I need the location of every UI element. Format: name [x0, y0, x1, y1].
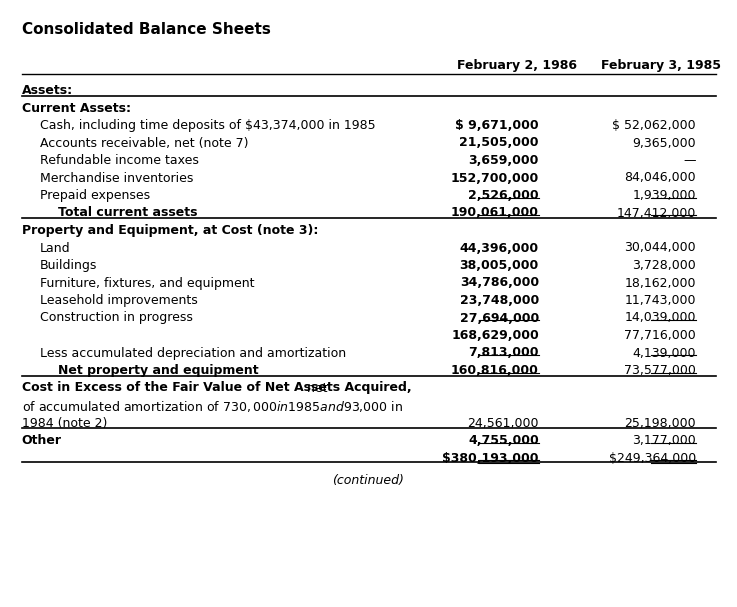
Text: 73,577,000: 73,577,000 — [624, 364, 696, 377]
Text: Cash, including time deposits of $43,374,000 in 1985: Cash, including time deposits of $43,374… — [40, 119, 375, 132]
Text: 3,177,000: 3,177,000 — [632, 434, 696, 447]
Text: 44,396,000: 44,396,000 — [460, 242, 539, 254]
Text: 9,365,000: 9,365,000 — [632, 137, 696, 149]
Text: Merchandise inventories: Merchandise inventories — [40, 172, 193, 185]
Text: 152,700,000: 152,700,000 — [450, 172, 539, 185]
Text: 84,046,000: 84,046,000 — [624, 172, 696, 185]
Text: 147,412,000: 147,412,000 — [617, 206, 696, 220]
Text: 3,728,000: 3,728,000 — [632, 259, 696, 272]
Text: 11,743,000: 11,743,000 — [624, 294, 696, 307]
Text: 168,629,000: 168,629,000 — [451, 329, 539, 342]
Text: 14,039,000: 14,039,000 — [624, 311, 696, 325]
Text: Construction in progress: Construction in progress — [40, 311, 192, 325]
Text: 1,939,000: 1,939,000 — [632, 189, 696, 202]
Text: 160,816,000: 160,816,000 — [451, 364, 539, 377]
Text: 1984 (note 2): 1984 (note 2) — [22, 416, 108, 430]
Text: 4,139,000: 4,139,000 — [632, 347, 696, 359]
Text: $249,364,000: $249,364,000 — [609, 452, 696, 464]
Text: Refundable income taxes: Refundable income taxes — [40, 154, 199, 167]
Text: Prepaid expenses: Prepaid expenses — [40, 189, 150, 202]
Text: Assets:: Assets: — [22, 84, 73, 97]
Text: 27,694,000: 27,694,000 — [460, 311, 539, 325]
Text: 3,659,000: 3,659,000 — [469, 154, 539, 167]
Text: 30,044,000: 30,044,000 — [624, 242, 696, 254]
Text: Cost in Excess of the Fair Value of Net Assets Acquired,: Cost in Excess of the Fair Value of Net … — [22, 382, 411, 395]
Text: 34,786,000: 34,786,000 — [460, 277, 539, 290]
Text: net: net — [303, 382, 327, 395]
Text: Property and Equipment, at Cost (note 3):: Property and Equipment, at Cost (note 3)… — [22, 224, 318, 237]
Text: 190,061,000: 190,061,000 — [451, 206, 539, 220]
Text: 2,526,000: 2,526,000 — [468, 189, 539, 202]
Text: Furniture, fixtures, and equipment: Furniture, fixtures, and equipment — [40, 277, 254, 290]
Text: $ 52,062,000: $ 52,062,000 — [612, 119, 696, 132]
Text: 21,505,000: 21,505,000 — [459, 137, 539, 149]
Text: —: — — [683, 154, 696, 167]
Text: Consolidated Balance Sheets: Consolidated Balance Sheets — [22, 22, 270, 37]
Text: Net property and equipment: Net property and equipment — [57, 364, 258, 377]
Text: February 3, 1985: February 3, 1985 — [601, 59, 722, 72]
Text: (continued): (continued) — [332, 474, 404, 487]
Text: 38,005,000: 38,005,000 — [460, 259, 539, 272]
Text: Less accumulated depreciation and amortization: Less accumulated depreciation and amorti… — [40, 347, 346, 359]
Text: Land: Land — [40, 242, 71, 254]
Text: 18,162,000: 18,162,000 — [624, 277, 696, 290]
Text: 7,813,000: 7,813,000 — [469, 347, 539, 359]
Text: $380,193,000: $380,193,000 — [442, 452, 539, 464]
Text: Leasehold improvements: Leasehold improvements — [40, 294, 198, 307]
Text: Buildings: Buildings — [40, 259, 97, 272]
Text: 23,748,000: 23,748,000 — [460, 294, 539, 307]
Text: 24,561,000: 24,561,000 — [467, 416, 539, 430]
Text: Other: Other — [22, 434, 62, 447]
Text: Accounts receivable, net (note 7): Accounts receivable, net (note 7) — [40, 137, 248, 149]
Text: Current Assets:: Current Assets: — [22, 101, 131, 115]
Text: 77,716,000: 77,716,000 — [624, 329, 696, 342]
Text: $ 9,671,000: $ 9,671,000 — [455, 119, 539, 132]
Text: 25,198,000: 25,198,000 — [624, 416, 696, 430]
Text: Total current assets: Total current assets — [57, 206, 198, 220]
Text: 4,755,000: 4,755,000 — [468, 434, 539, 447]
Text: of accumulated amortization of $730,000 in 1985 and $93,000 in: of accumulated amortization of $730,000 … — [22, 399, 403, 414]
Text: February 2, 1986: February 2, 1986 — [457, 59, 577, 72]
